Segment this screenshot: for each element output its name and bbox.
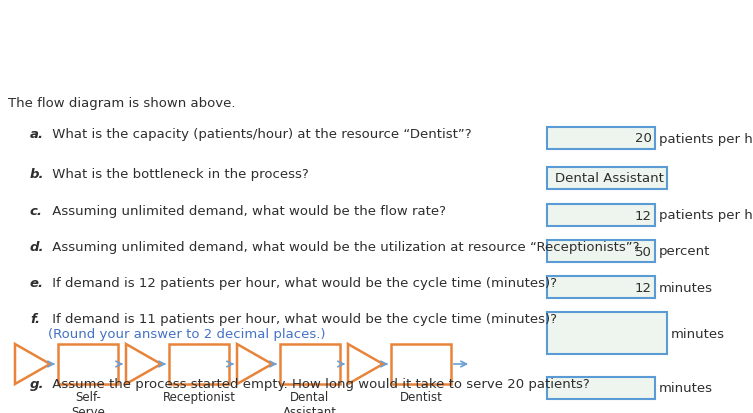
Bar (547, 312, 667, 354)
Text: b.: b. (30, 168, 44, 180)
Text: (Round your answer to 2 decimal places.): (Round your answer to 2 decimal places.) (48, 327, 325, 340)
Bar (391, 344, 451, 384)
Text: minutes: minutes (659, 382, 713, 394)
Bar (547, 128, 655, 150)
Text: g.: g. (30, 377, 44, 390)
Text: 12: 12 (635, 281, 652, 294)
Bar (547, 240, 655, 262)
Bar (547, 204, 655, 226)
Text: d.: d. (30, 240, 44, 254)
Text: Dental
Assistant: Dental Assistant (283, 390, 337, 413)
Text: Receptionist: Receptionist (163, 390, 236, 403)
Text: 12: 12 (635, 209, 652, 222)
Text: f.: f. (30, 312, 40, 325)
Text: 50: 50 (635, 245, 652, 258)
Text: patients per hour: patients per hour (659, 132, 753, 145)
Bar (547, 276, 655, 298)
Text: minutes: minutes (671, 327, 725, 339)
Text: a.: a. (30, 128, 44, 141)
Text: percent: percent (659, 245, 710, 258)
Text: Dental Assistant: Dental Assistant (555, 172, 664, 185)
Text: minutes: minutes (659, 281, 713, 294)
Text: patients per hour: patients per hour (659, 209, 753, 222)
Bar (547, 168, 667, 190)
Bar (58, 344, 118, 384)
Text: If demand is 11 patients per hour, what would be the cycle time (minutes)?: If demand is 11 patients per hour, what … (48, 312, 557, 325)
Text: Assume the process started empty. How long would it take to serve 20 patients?: Assume the process started empty. How lo… (48, 377, 590, 390)
Text: What is the capacity (patients/hour) at the resource “Dentist”?: What is the capacity (patients/hour) at … (48, 128, 471, 141)
Text: Assuming unlimited demand, what would be the utilization at resource “Receptioni: Assuming unlimited demand, what would be… (48, 240, 639, 254)
Bar (547, 377, 655, 399)
Text: 20: 20 (635, 132, 652, 145)
Text: What is the bottleneck in the process?: What is the bottleneck in the process? (48, 168, 309, 180)
Text: Dentist: Dentist (400, 390, 443, 403)
Text: Assuming unlimited demand, what would be the flow rate?: Assuming unlimited demand, what would be… (48, 204, 446, 218)
Text: If demand is 12 patients per hour, what would be the cycle time (minutes)?: If demand is 12 patients per hour, what … (48, 276, 557, 289)
Text: The flow diagram is shown above.: The flow diagram is shown above. (8, 97, 236, 110)
Text: e.: e. (30, 276, 44, 289)
Bar (169, 344, 229, 384)
Text: Self-
Serve: Self- Serve (71, 390, 105, 413)
Bar (280, 344, 340, 384)
Text: c.: c. (30, 204, 43, 218)
